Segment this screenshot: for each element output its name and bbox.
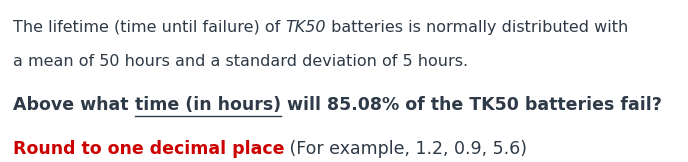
Text: a mean of 50 hours and a standard deviation of 5 hours.: a mean of 50 hours and a standard deviat… — [13, 54, 468, 69]
Text: (For example, 1.2, 0.9, 5.6): (For example, 1.2, 0.9, 5.6) — [285, 140, 528, 158]
Text: Above what: Above what — [13, 96, 134, 114]
Text: The lifetime (time until failure) of: The lifetime (time until failure) of — [13, 20, 286, 35]
Text: will 85.08% of the TK50 batteries fail?: will 85.08% of the TK50 batteries fail? — [281, 96, 661, 114]
Text: Round to one decimal place: Round to one decimal place — [13, 140, 285, 158]
Text: batteries is normally distributed with: batteries is normally distributed with — [326, 20, 628, 35]
Text: TK50: TK50 — [286, 20, 326, 35]
Text: time (in hours): time (in hours) — [134, 96, 281, 114]
